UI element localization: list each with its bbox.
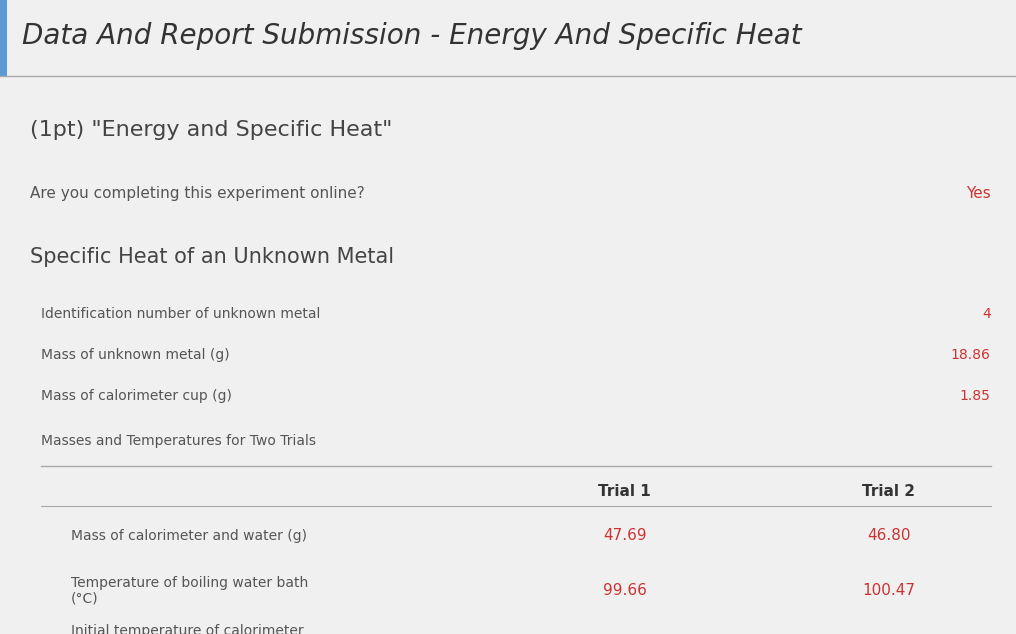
Bar: [0, 0, 7, 76]
Text: Specific Heat of an Unknown Metal: Specific Heat of an Unknown Metal: [30, 247, 394, 267]
Text: 100.47: 100.47: [863, 583, 915, 598]
Text: Yes: Yes: [966, 186, 991, 201]
Text: Mass of calorimeter and water (g): Mass of calorimeter and water (g): [71, 529, 307, 543]
Text: (1pt) "Energy and Specific Heat": (1pt) "Energy and Specific Heat": [30, 120, 393, 140]
Text: Data And Report Submission - Energy And Specific Heat: Data And Report Submission - Energy And …: [22, 22, 802, 49]
Text: Identification number of unknown metal: Identification number of unknown metal: [41, 307, 320, 321]
Text: 18.86: 18.86: [951, 348, 991, 362]
Text: 1.85: 1.85: [960, 389, 991, 403]
Text: Are you completing this experiment online?: Are you completing this experiment onlin…: [30, 186, 365, 201]
Text: 47.69: 47.69: [604, 528, 646, 543]
Text: Trial 1: Trial 1: [598, 484, 651, 499]
Text: Temperature of boiling water bath
(°C): Temperature of boiling water bath (°C): [71, 576, 309, 606]
Text: 46.80: 46.80: [868, 528, 910, 543]
Text: Trial 2: Trial 2: [863, 484, 915, 499]
Text: Mass of unknown metal (g): Mass of unknown metal (g): [41, 348, 230, 362]
Text: 99.66: 99.66: [602, 583, 647, 598]
Text: Mass of calorimeter cup (g): Mass of calorimeter cup (g): [41, 389, 232, 403]
Text: 4: 4: [981, 307, 991, 321]
Text: Initial temperature of calorimeter: Initial temperature of calorimeter: [71, 624, 304, 634]
Text: Masses and Temperatures for Two Trials: Masses and Temperatures for Two Trials: [41, 434, 316, 448]
